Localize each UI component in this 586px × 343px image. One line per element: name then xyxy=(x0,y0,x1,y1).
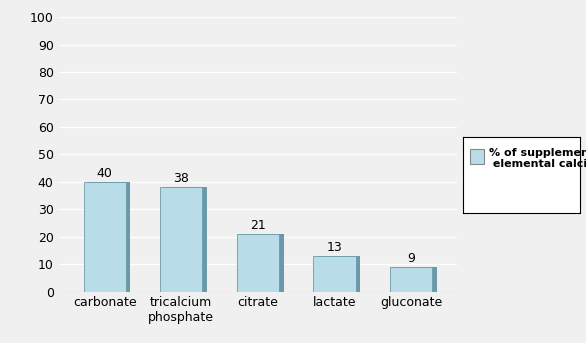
Bar xyxy=(237,234,279,292)
Bar xyxy=(394,267,437,292)
Text: 13: 13 xyxy=(326,241,342,254)
Bar xyxy=(88,182,130,292)
Bar xyxy=(318,256,360,292)
Bar xyxy=(165,187,207,292)
Text: 21: 21 xyxy=(250,219,265,232)
Bar xyxy=(314,256,356,292)
Bar xyxy=(390,267,432,292)
Text: 38: 38 xyxy=(173,172,189,185)
Bar xyxy=(84,182,125,292)
Bar xyxy=(241,234,284,292)
Text: 9: 9 xyxy=(407,252,415,265)
Text: % of supplement as
 elemental calcium: % of supplement as elemental calcium xyxy=(489,147,586,169)
FancyBboxPatch shape xyxy=(470,149,484,164)
Bar xyxy=(160,187,202,292)
Text: 40: 40 xyxy=(97,167,113,180)
